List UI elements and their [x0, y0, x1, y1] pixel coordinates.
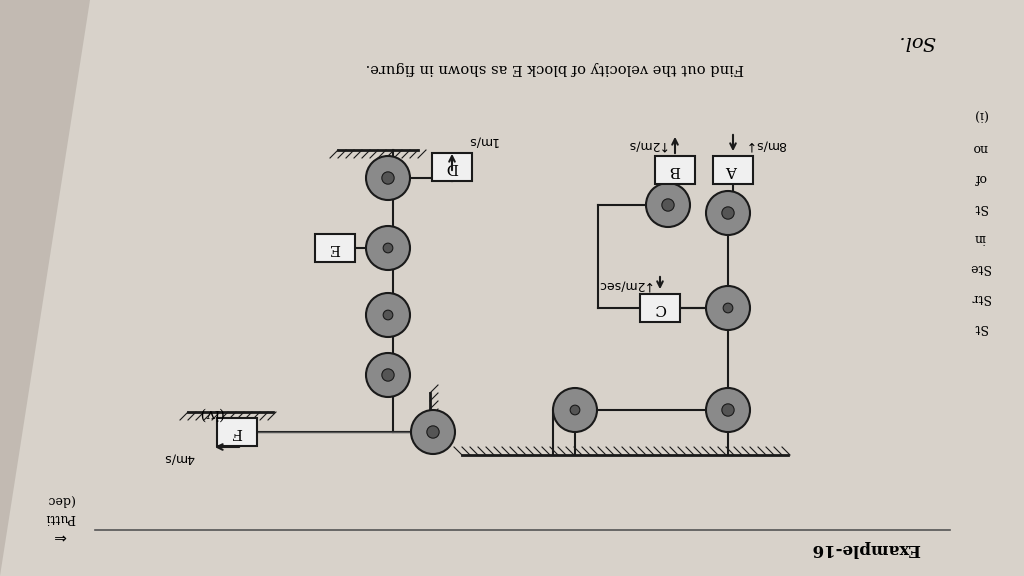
Circle shape — [570, 405, 580, 415]
Circle shape — [646, 183, 690, 227]
Circle shape — [722, 207, 734, 219]
Text: in: in — [974, 232, 986, 244]
Text: ↑2m/s: ↑2m/s — [625, 138, 666, 150]
Circle shape — [411, 410, 455, 454]
Text: ⇐: ⇐ — [53, 529, 67, 544]
Text: A: A — [727, 163, 738, 177]
Text: E: E — [330, 241, 341, 255]
Bar — [432, 153, 472, 181]
Text: St: St — [973, 321, 987, 335]
Circle shape — [382, 172, 394, 184]
Bar — [655, 156, 695, 184]
Circle shape — [366, 293, 410, 337]
Text: 1m/s: 1m/s — [467, 135, 498, 147]
Text: Find out the velocity of block E as shown in figure.: Find out the velocity of block E as show… — [366, 61, 744, 75]
Text: 8m/s↓: 8m/s↓ — [744, 138, 785, 150]
Circle shape — [706, 191, 750, 235]
Text: F: F — [231, 425, 243, 439]
Circle shape — [427, 426, 439, 438]
Text: Str: Str — [971, 291, 990, 305]
Text: (dec: (dec — [46, 494, 74, 506]
Text: Ste: Ste — [970, 262, 990, 275]
Polygon shape — [0, 0, 90, 576]
Text: C: C — [654, 301, 666, 315]
Text: (iv): (iv) — [198, 406, 223, 420]
Circle shape — [366, 226, 410, 270]
Circle shape — [366, 156, 410, 200]
Circle shape — [706, 286, 750, 330]
Text: Putti: Putti — [45, 511, 75, 525]
Text: Sol.: Sol. — [897, 32, 935, 50]
Text: (i): (i) — [973, 108, 987, 122]
Text: D: D — [445, 160, 458, 174]
Text: 4m/s: 4m/s — [164, 452, 195, 464]
Bar — [640, 294, 680, 322]
Text: St: St — [973, 202, 987, 214]
Text: ↓2m/sec: ↓2m/sec — [594, 278, 650, 290]
Bar — [713, 156, 753, 184]
Circle shape — [662, 199, 674, 211]
Circle shape — [383, 310, 393, 320]
Circle shape — [553, 388, 597, 432]
Circle shape — [383, 243, 393, 253]
Text: no: no — [972, 142, 988, 154]
Text: Example-16: Example-16 — [810, 540, 920, 556]
Bar — [217, 418, 257, 446]
Circle shape — [723, 303, 733, 313]
Bar — [315, 234, 355, 262]
Circle shape — [382, 369, 394, 381]
Circle shape — [706, 388, 750, 432]
Circle shape — [366, 353, 410, 397]
Circle shape — [722, 404, 734, 416]
Text: B: B — [670, 163, 681, 177]
Text: of: of — [974, 172, 986, 184]
